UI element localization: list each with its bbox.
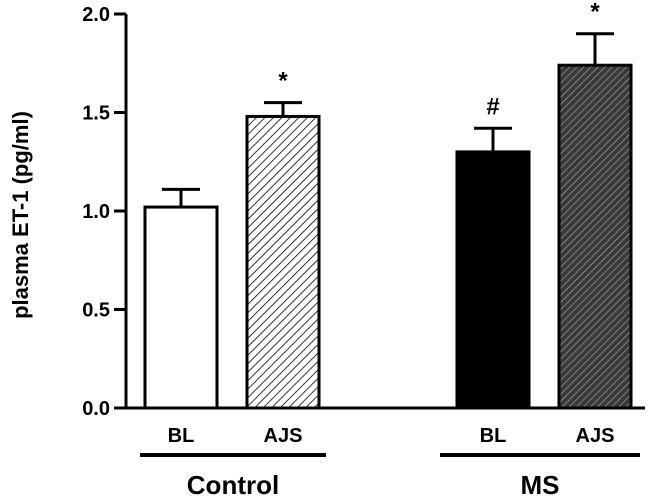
y-axis-label: plasma ET-1 (pg/ml) [8, 111, 33, 319]
bar [557, 63, 633, 410]
significance-marker: * [278, 68, 288, 95]
x-tick-label: AJS [576, 425, 615, 447]
group-label: Control [187, 470, 279, 500]
y-tick-label: 1.0 [82, 201, 110, 223]
x-tick-label: BL [168, 425, 195, 447]
x-labels: BL AJS Control BL AJS MS [140, 425, 640, 500]
x-tick-label: AJS [264, 425, 303, 447]
group-label: MS [521, 470, 560, 500]
y-tick-label: 0.5 [82, 300, 110, 322]
bar [455, 150, 531, 410]
bar [143, 205, 219, 410]
y-tick-label: 1.5 [82, 103, 110, 125]
y-tick-label: 2.0 [82, 4, 110, 26]
x-tick-label: BL [480, 425, 507, 447]
bars: * # * [143, 0, 633, 410]
significance-marker: # [486, 93, 499, 120]
significance-marker: * [590, 0, 600, 26]
bar [245, 114, 321, 410]
y-tick-label: 0.0 [82, 398, 110, 420]
